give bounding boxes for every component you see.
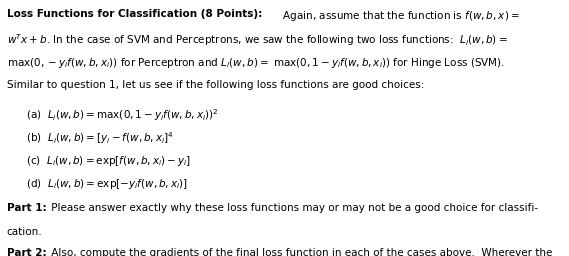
Text: Similar to question 1, let us see if the following loss functions are good choic: Similar to question 1, let us see if the… bbox=[7, 80, 424, 90]
Text: Please answer exactly why these loss functions may or may not be a good choice f: Please answer exactly why these loss fun… bbox=[48, 203, 538, 213]
Text: Part 1:: Part 1: bbox=[7, 203, 47, 213]
Text: (c)  $L_i(w, b) = \mathrm{exp}[f(w, b, x_i) - y_i]$: (c) $L_i(w, b) = \mathrm{exp}[f(w, b, x_… bbox=[26, 154, 191, 168]
Text: (b)  $L_i(w, b) = [y_i - f(w, b, x_i]^4$: (b) $L_i(w, b) = [y_i - f(w, b, x_i]^4$ bbox=[26, 130, 174, 146]
Text: Loss Functions for Classification (8 Points):: Loss Functions for Classification (8 Poi… bbox=[7, 9, 262, 19]
Text: Part 2:: Part 2: bbox=[7, 248, 47, 256]
Text: cation.: cation. bbox=[7, 227, 43, 237]
Text: $w^Tx + b$. In the case of SVM and Perceptrons, we saw the following two loss fu: $w^Tx + b$. In the case of SVM and Perce… bbox=[7, 33, 508, 48]
Text: Again, assume that the function is $f(w, b, x) =$: Again, assume that the function is $f(w,… bbox=[273, 9, 520, 23]
Text: (a)  $L_i(w, b) = \mathrm{max}(0, 1 - y_i f(w, b, x_i))^2$: (a) $L_i(w, b) = \mathrm{max}(0, 1 - y_i… bbox=[26, 107, 218, 123]
Text: Also, compute the gradients of the final loss function in each of the cases abov: Also, compute the gradients of the final… bbox=[48, 248, 552, 256]
Text: (d)  $L_i(w, b) = \mathrm{exp}[-y_i f(w, b, x_i)]$: (d) $L_i(w, b) = \mathrm{exp}[-y_i f(w, … bbox=[26, 177, 188, 191]
Text: max$(0, -y_i f(w, b, x_i))$ for Perceptron and $L_i(w, b) =$ max$(0, 1 - y_i f(w: max$(0, -y_i f(w, b, x_i))$ for Perceptr… bbox=[7, 56, 505, 70]
